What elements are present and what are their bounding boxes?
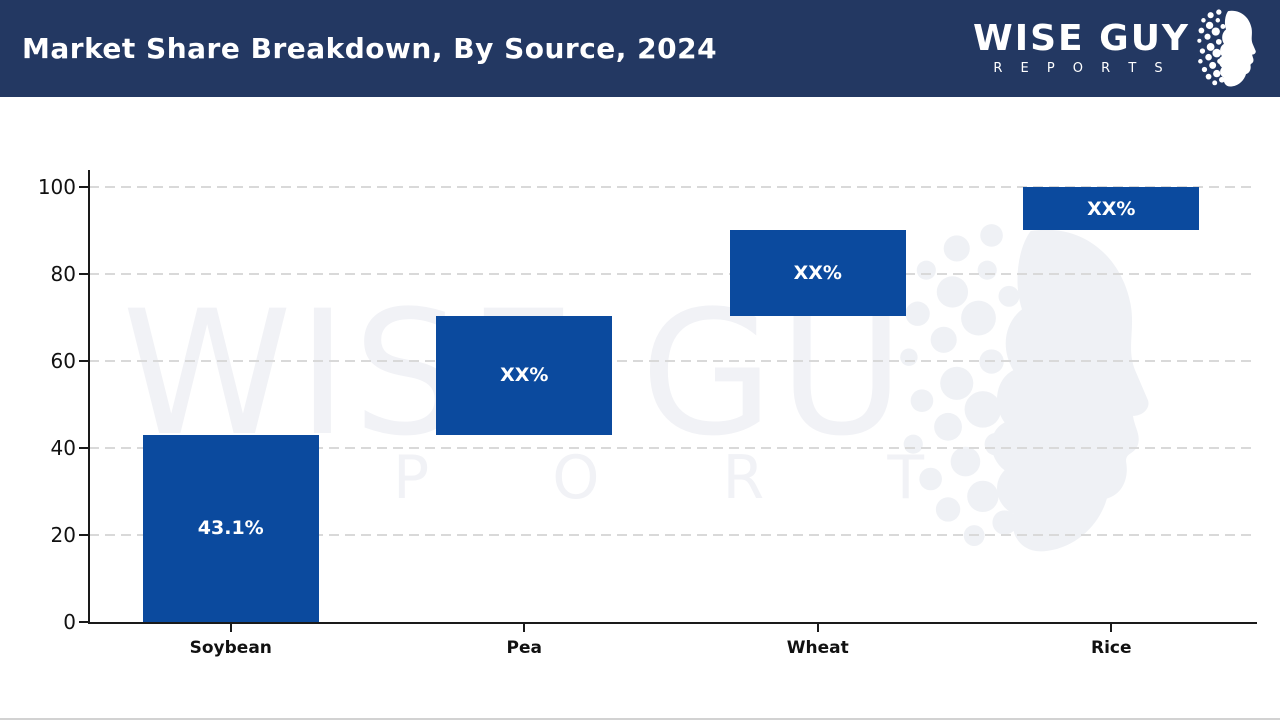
bar-segment: XX% — [729, 230, 906, 316]
bar-value-label: XX% — [1087, 197, 1136, 220]
bar-value-label: XX% — [500, 364, 549, 387]
x-tick-label: Wheat — [786, 638, 849, 658]
x-tick-label: Soybean — [189, 638, 272, 658]
y-tick-label: 40 — [50, 436, 76, 460]
wiseguy-logo-text: WISE GUY R E P O R T S — [972, 18, 1190, 77]
y-tick-label: 80 — [50, 262, 76, 286]
y-tick-mark — [79, 534, 88, 536]
h-gridline — [89, 360, 1256, 362]
bar-segment: XX% — [436, 315, 613, 435]
footer-divider — [0, 718, 1280, 720]
h-gridline — [89, 273, 1256, 275]
y-tick-mark — [79, 360, 88, 362]
h-gridline — [89, 534, 1256, 536]
x-tick-label: Rice — [1090, 638, 1132, 658]
page-title: Market Share Breakdown, By Source, 2024 — [22, 32, 718, 65]
y-tick-mark — [79, 273, 88, 275]
x-tick-mark — [1110, 624, 1113, 632]
wiseguy-logo: WISE GUY R E P O R T S — [973, 8, 1258, 90]
h-gridline — [89, 447, 1256, 449]
y-tick-label: 60 — [50, 349, 76, 373]
bar-segment: 43.1% — [142, 434, 319, 622]
y-tick-mark — [79, 621, 88, 623]
x-axis-spine — [88, 622, 1257, 624]
y-tick-mark — [79, 447, 88, 449]
x-tick-mark — [523, 624, 526, 632]
y-tick-label: 100 — [37, 175, 76, 199]
watermark-face-icon — [900, 224, 1149, 552]
h-gridline — [89, 186, 1256, 188]
wiseguy-logo-wordmark: WISE GUY — [972, 18, 1190, 59]
wiseguy-logo-subtitle: R E P O R T S — [993, 61, 1170, 76]
header: Market Share Breakdown, By Source, 2024 … — [0, 0, 1280, 97]
y-tick-mark — [79, 186, 88, 188]
bar-value-label: XX% — [793, 261, 842, 284]
y-tick-label: 0 — [63, 610, 76, 634]
bar-segment: XX% — [1023, 187, 1200, 231]
bar-value-label: 43.1% — [197, 517, 264, 540]
y-tick-label: 20 — [50, 523, 76, 547]
y-axis-spine — [88, 170, 90, 624]
wiseguy-face-icon — [1197, 8, 1256, 87]
x-tick-mark — [816, 624, 819, 632]
x-tick-mark — [229, 624, 232, 632]
x-tick-label: Pea — [506, 638, 542, 658]
